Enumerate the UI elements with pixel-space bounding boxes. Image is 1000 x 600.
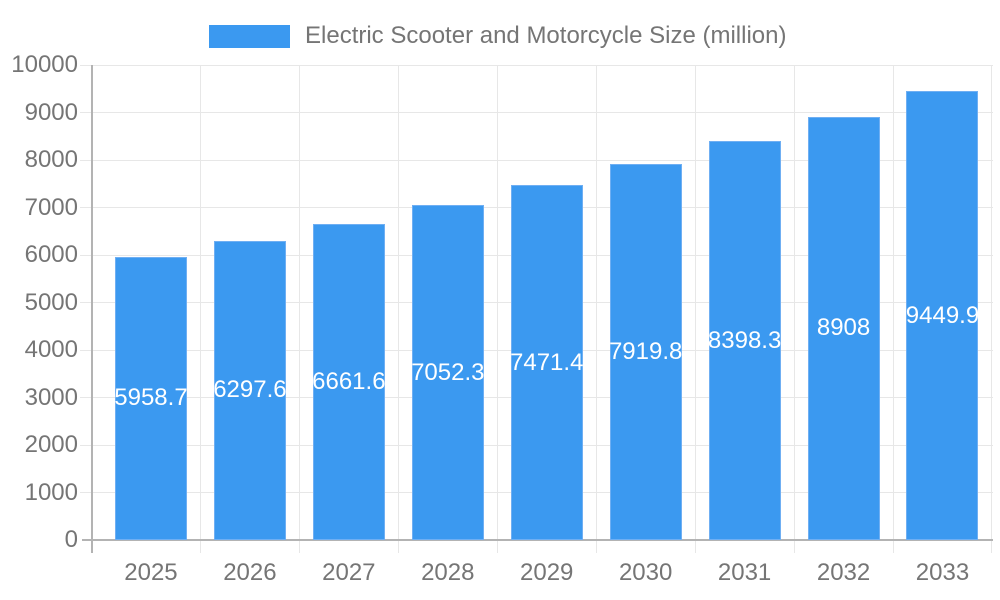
bar-value-label: 6297.6 [213, 376, 287, 404]
y-axis-tick-label: 7000 [24, 193, 78, 221]
bar-value-label: 7052.3 [411, 358, 485, 386]
gridline-vertical [892, 65, 894, 553]
y-axis-tick [80, 444, 92, 446]
x-axis-tick-label: 2027 [322, 559, 376, 586]
bar-value-label: 8908 [816, 314, 871, 342]
gridline-vertical [298, 65, 300, 553]
bar-2033[interactable] [906, 91, 979, 540]
bar-2026[interactable] [213, 240, 286, 540]
gridline-vertical [793, 65, 795, 553]
y-axis-tick [80, 254, 92, 256]
bar-2025[interactable] [114, 256, 187, 540]
bar-value-label: 9449.9 [905, 301, 980, 329]
gridline-vertical [991, 65, 993, 553]
y-axis-tick [80, 302, 92, 303]
bar-2027[interactable] [312, 223, 385, 540]
bar-2028[interactable] [411, 205, 484, 540]
y-axis-tick-label: 9000 [24, 98, 78, 126]
x-axis-tick-label: 2026 [223, 559, 277, 586]
bar-value-label: 7919.8 [608, 337, 683, 365]
gridline-vertical [694, 65, 696, 553]
y-axis-tick-label: 6000 [24, 241, 78, 268]
y-axis-tick [80, 159, 92, 161]
y-axis-tick-label: 10000 [11, 51, 78, 78]
bar-2032[interactable] [807, 116, 880, 540]
y-axis-tick-label: 1000 [24, 478, 78, 506]
y-axis-tick [80, 207, 92, 208]
bar-value-label: 8398.3 [707, 326, 782, 354]
y-axis-tick-label: 3000 [24, 383, 78, 411]
gridline-vertical [595, 65, 597, 553]
y-axis-tick-label: 2000 [24, 431, 78, 458]
x-axis-tick-label: 2031 [717, 559, 772, 586]
x-axis-tick-label: 2033 [915, 559, 970, 586]
y-axis-tick-label: 4000 [24, 336, 78, 363]
x-axis-tick-label: 2029 [520, 559, 574, 586]
gridline-vertical [199, 65, 201, 553]
y-axis-line [91, 65, 93, 553]
x-axis-tick-label: 2025 [124, 559, 178, 586]
bar-2029[interactable] [510, 185, 583, 540]
bar-value-label: 6661.6 [312, 367, 386, 395]
legend-label: Electric Scooter and Motorcycle Size (mi… [305, 22, 787, 49]
bar-2031[interactable] [708, 141, 781, 540]
x-axis-tick-label: 2032 [816, 559, 871, 586]
y-axis-tick-label: 5000 [24, 288, 78, 316]
y-axis-tick-label: 8000 [24, 146, 78, 173]
x-axis-tick-label: 2030 [618, 559, 673, 586]
bar-value-label: 5958.7 [114, 384, 188, 412]
y-axis-tick [80, 397, 92, 398]
y-axis-tick [80, 349, 92, 351]
gridline-horizontal [92, 112, 993, 113]
legend: Electric Scooter and Motorcycle Size (mi… [209, 22, 787, 50]
y-axis-tick [80, 492, 92, 493]
x-axis-tick-label: 2028 [421, 559, 475, 586]
bar-2030[interactable] [609, 163, 682, 540]
y-axis-tick-label: 0 [64, 526, 78, 553]
gridline-vertical [496, 65, 498, 553]
legend-swatch [209, 24, 290, 48]
bar-value-label: 7471.4 [510, 348, 584, 376]
gridline-horizontal [92, 64, 993, 66]
y-axis-tick [80, 64, 92, 66]
gridline-vertical [397, 65, 399, 553]
gridline-horizontal [92, 159, 993, 161]
x-axis-line [82, 539, 993, 541]
y-axis-tick [80, 112, 92, 113]
